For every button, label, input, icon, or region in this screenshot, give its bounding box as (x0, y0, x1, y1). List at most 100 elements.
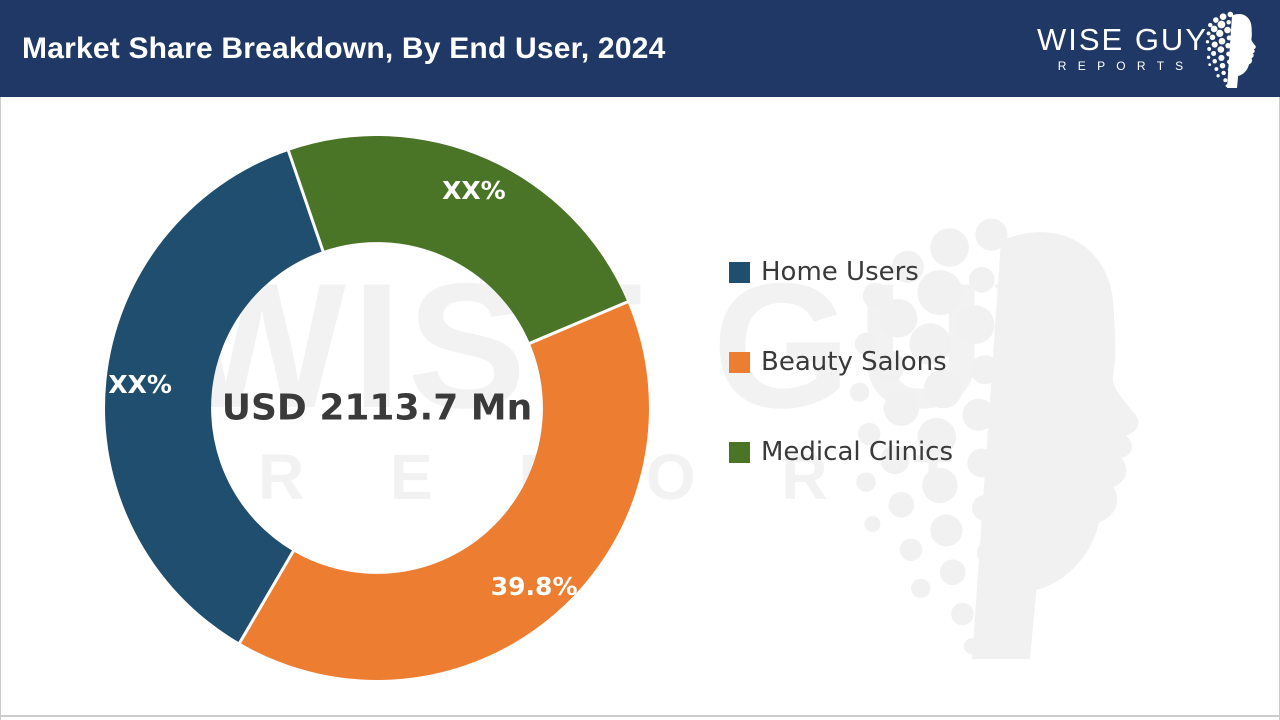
face-dot (1217, 20, 1226, 28)
legend-swatch-home-users (729, 261, 750, 283)
segment-separator (237, 548, 296, 646)
face-dot (968, 266, 995, 293)
legend-item-medical-clinics: Medical Clinics (729, 439, 953, 465)
dotted-face-logo-icon (1205, 11, 1256, 88)
face-dot (986, 625, 1003, 642)
legend-item-home-users: Home Users (729, 259, 953, 285)
donut-segment-home-users (105, 150, 323, 643)
donut-chart: XX% 39.8% XX% USD 2113.7 Mn (105, 136, 649, 680)
face-dot (1211, 40, 1218, 48)
face-dot (930, 514, 963, 547)
face-dot (1221, 70, 1226, 75)
legend-swatch-medical-clinics (729, 441, 750, 463)
face-dot (1225, 83, 1229, 87)
face-dot (1209, 34, 1216, 40)
face-dot (1218, 37, 1226, 45)
face-dot (923, 369, 963, 409)
face-dot (922, 467, 958, 504)
legend-label: Beauty Salons (761, 347, 947, 377)
face-dot (1217, 45, 1225, 53)
legend-item-beauty-salons: Beauty Salons (729, 349, 953, 375)
face-dot (864, 515, 881, 533)
face-dot (1211, 50, 1217, 56)
face-dot (976, 541, 1000, 565)
face-dot (1213, 16, 1219, 23)
face-dot (930, 228, 969, 267)
page-title: Market Share Breakdown, By End User, 202… (22, 31, 666, 65)
face-dot (981, 585, 1001, 605)
brand-name: WISE GUY (1036, 22, 1208, 58)
face-dot (1206, 55, 1211, 59)
face-dot (911, 578, 931, 598)
face-dot (1227, 67, 1232, 72)
face-dot (899, 538, 923, 561)
slice-label-medical-clinics: XX% (442, 176, 506, 205)
chart-legend: Home Users Beauty Salons Medical Clinics (729, 259, 953, 465)
face-dot (878, 299, 918, 338)
face-dot (888, 491, 915, 518)
face-dot (1226, 19, 1231, 24)
donut-center-value: USD 2113.7 Mn (222, 388, 532, 429)
face-dot (967, 448, 997, 478)
face-dot (1229, 81, 1233, 85)
face-dot (1208, 22, 1213, 27)
face-dot (862, 282, 889, 309)
face-dot (891, 250, 924, 283)
face-dot (857, 422, 881, 446)
face-dot (1216, 29, 1224, 37)
face-dot (1214, 66, 1219, 71)
face-dot (1208, 62, 1212, 66)
face-dot (1228, 74, 1232, 79)
brand-logo: WISE GUY R E P O R T S (1037, 0, 1260, 97)
face-dot (1218, 54, 1225, 61)
face-dot (975, 218, 1008, 251)
face-dot (917, 417, 956, 457)
face-dot (883, 390, 920, 426)
face-dot (972, 495, 998, 521)
slice-label-beauty-salons: 39.8% (491, 572, 578, 601)
legend-swatch-beauty-salons (729, 351, 750, 373)
face-dot (849, 382, 870, 402)
face-dot (854, 332, 878, 356)
donut-segment-medical-clinics (288, 136, 628, 344)
face-dot (1207, 46, 1212, 51)
donut-segment-beauty-salons (239, 301, 649, 680)
face-profile-shape (972, 232, 1139, 659)
segment-separator (527, 299, 630, 346)
face-dot (880, 445, 910, 475)
face-profile-shape (1226, 13, 1256, 88)
face-dot (1219, 12, 1227, 20)
face-dot (1206, 30, 1211, 35)
face-dot (1227, 11, 1234, 17)
face-dot (1219, 62, 1226, 68)
face-dot (909, 323, 952, 365)
face-dot (917, 270, 963, 316)
chart-area: WISE GUY R E P O R T S XX% 39.8% XX% USD 21… (0, 97, 1280, 720)
face-dot (962, 398, 995, 431)
face-dot (1224, 26, 1231, 33)
legend-label: Medical Clinics (761, 437, 954, 467)
face-dot (1210, 25, 1218, 32)
face-dot (856, 472, 876, 492)
face-dot (1226, 34, 1232, 40)
face-dot (1205, 39, 1210, 43)
face-dot (1225, 42, 1231, 48)
face-dot (1223, 77, 1228, 82)
face-dot (1226, 59, 1232, 64)
slice-label-home-users: XX% (108, 370, 172, 399)
face-dot (970, 355, 1000, 385)
watermark-face-icon (849, 218, 1139, 659)
segment-separator (286, 148, 326, 254)
brand-tagline: R E P O R T S (1057, 58, 1188, 73)
face-dot (1226, 51, 1232, 57)
face-dot (939, 559, 966, 586)
face-dot (964, 638, 981, 655)
face-dot (956, 305, 995, 344)
header-bar: Market Share Breakdown, By End User, 202… (0, 0, 1280, 97)
brand-logo-text: WISE GUY R E P O R T S (1037, 24, 1208, 73)
face-dot (1216, 73, 1220, 77)
legend-label: Home Users (761, 257, 919, 287)
face-dot (1212, 58, 1217, 63)
face-dot (872, 350, 905, 383)
